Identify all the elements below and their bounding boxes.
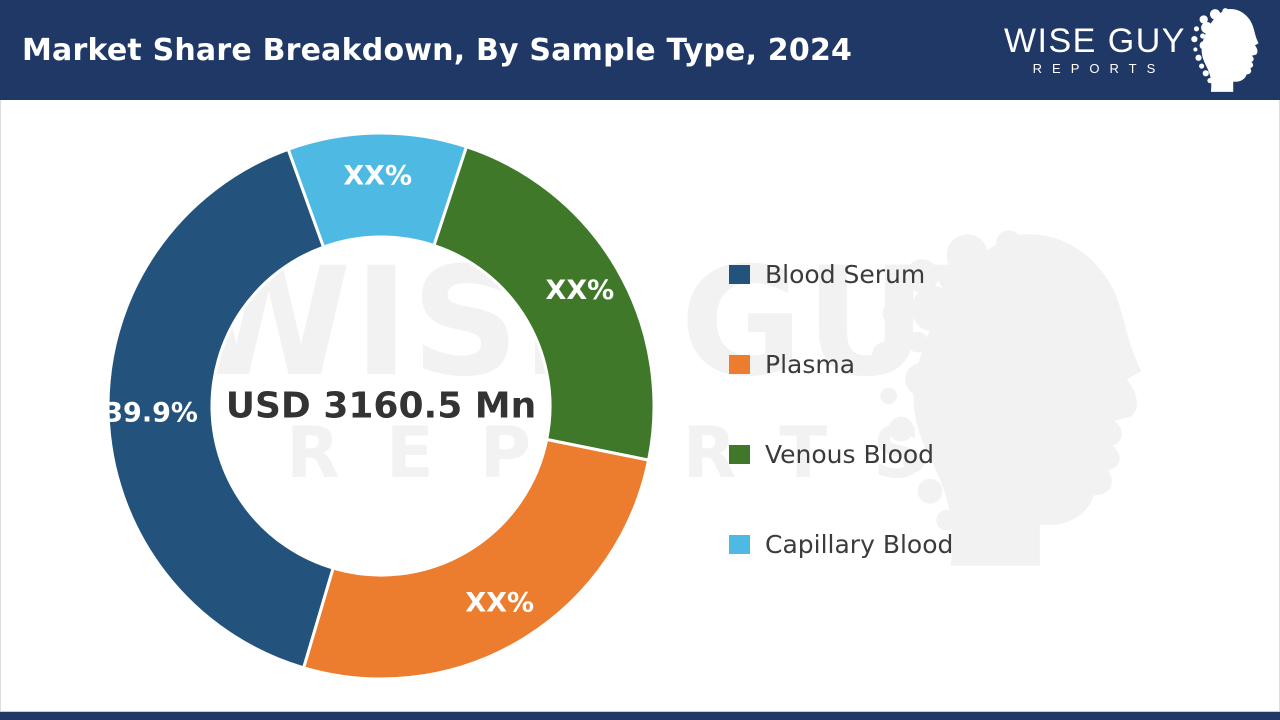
brand-name: WISE GUY — [1003, 21, 1186, 60]
donut-slice-blood-serum — [106, 147, 335, 670]
header-bar: Market Share Breakdown, By Sample Type, … — [0, 0, 1280, 100]
slice-value-label: XX% — [546, 275, 615, 306]
slice-value-label: XX% — [343, 161, 412, 192]
slice-value-label: XX% — [465, 588, 534, 619]
legend-label: Capillary Blood — [765, 530, 954, 559]
legend-label: Venous Blood — [765, 440, 935, 469]
donut-slice-plasma — [302, 438, 651, 681]
legend-item-plasma: Plasma — [729, 346, 953, 383]
chart-area: WISE GUY REPORTS XX%XX%XX%39.9% USD 3160… — [0, 100, 1280, 712]
chart-center-value: USD 3160.5 Mn — [225, 385, 537, 427]
donut-slice-venous-blood — [432, 145, 656, 462]
legend: Blood Serum Plasma Venous Blood Capillary B… — [729, 256, 953, 616]
page-title: Market Share Breakdown, By Sample Type, … — [22, 32, 853, 68]
legend-swatch — [729, 355, 750, 374]
footer-bar — [0, 711, 1280, 720]
brand-logo: WISE GUY REPORTS — [1004, 6, 1266, 94]
legend-item-blood-serum: Blood Serum — [729, 256, 953, 293]
legend-label: Blood Serum — [765, 260, 926, 289]
brand-head-icon — [1188, 6, 1266, 94]
legend-item-capillary-blood: Capillary Blood — [729, 526, 953, 563]
legend-swatch — [729, 445, 750, 464]
donut-chart: XX% XX% XX% 39.9% — [104, 131, 656, 681]
legend-label: Plasma — [765, 350, 856, 379]
legend-swatch — [729, 535, 750, 554]
brand-subtitle: REPORTS — [1032, 61, 1166, 77]
legend-item-venous-blood: Venous Blood — [729, 436, 953, 473]
brand-logo-text: WISE GUY REPORTS — [1003, 21, 1186, 77]
legend-swatch — [729, 265, 750, 284]
slice-value-label: 39.9% — [104, 397, 198, 428]
